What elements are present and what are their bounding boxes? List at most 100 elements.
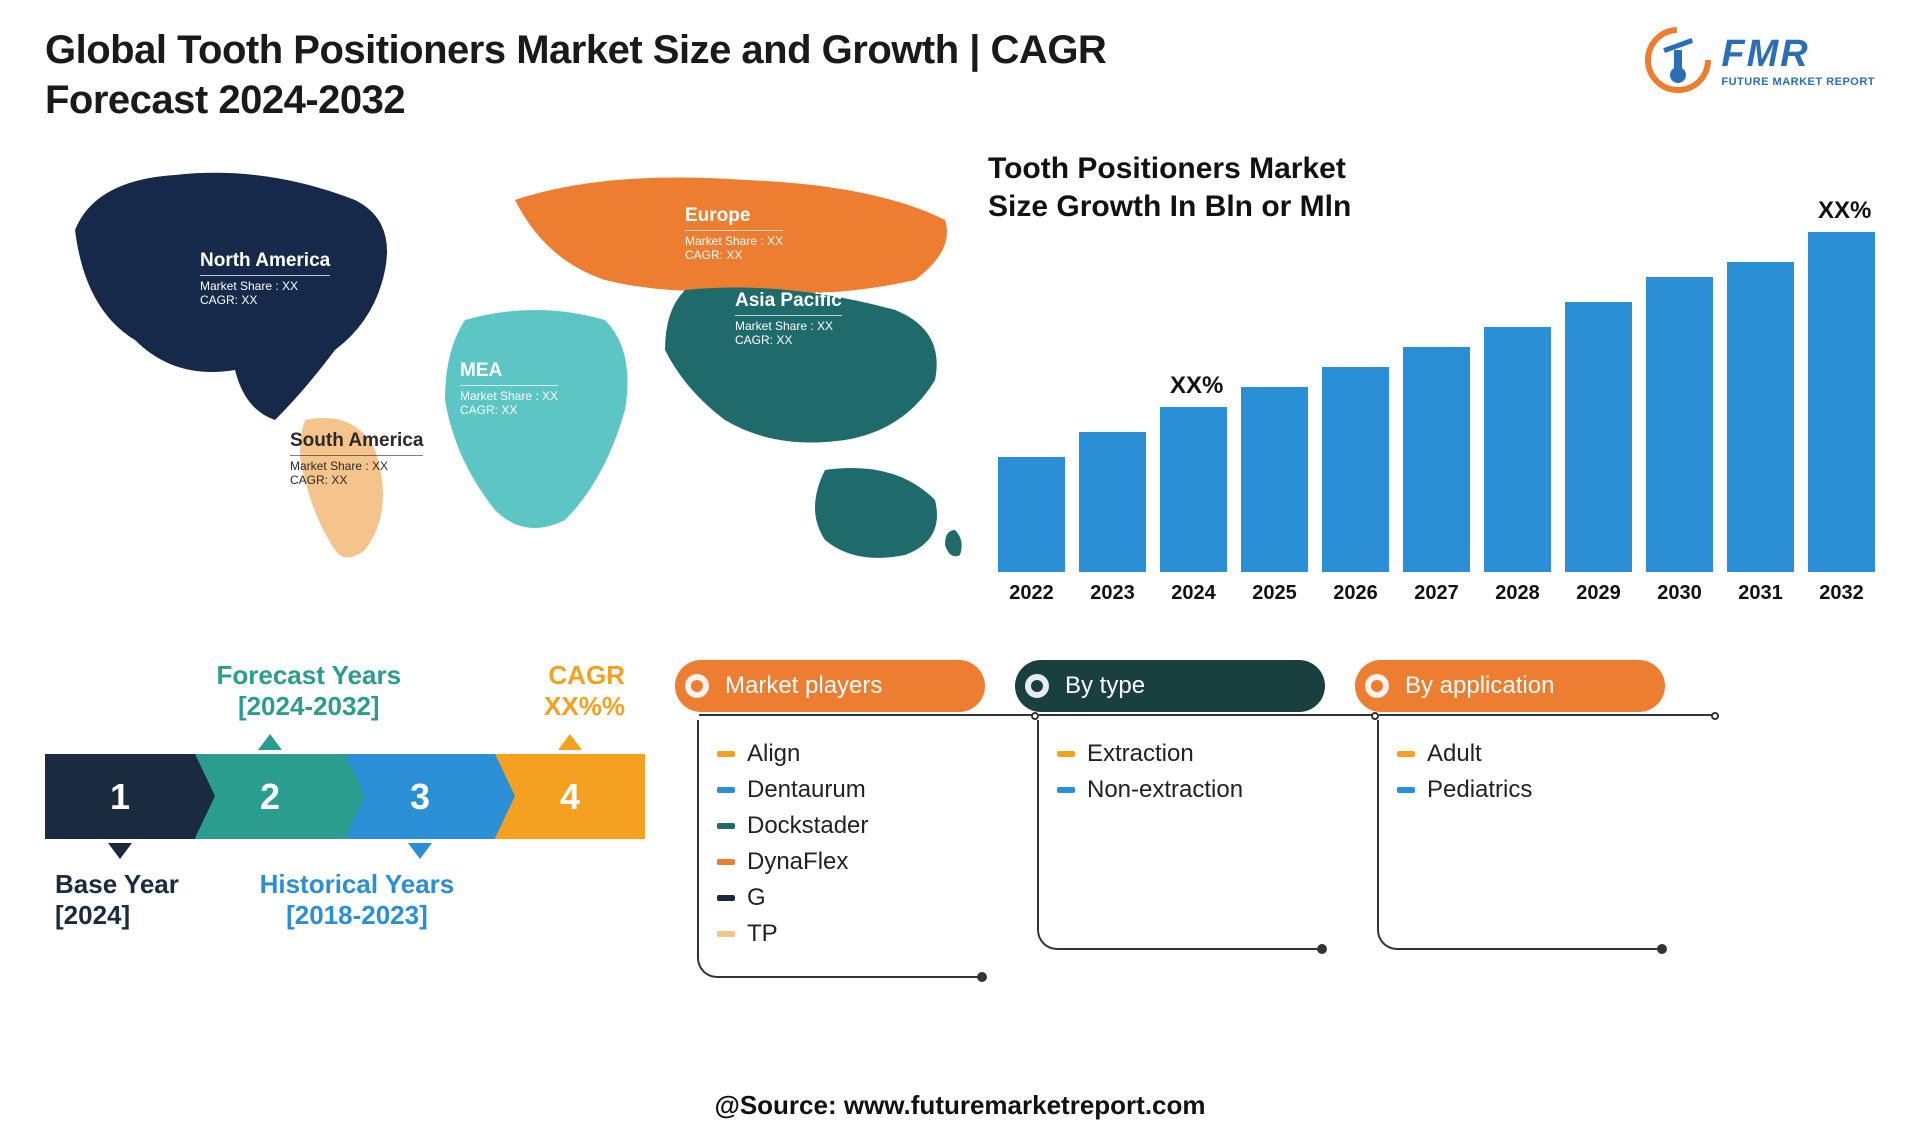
list-item-label: TP [747,920,778,948]
pointer-up-icon [258,734,282,750]
fmr-logo: FMR FUTURE MARKET REPORT [1643,25,1875,95]
page-title: Global Tooth Positioners Market Size and… [45,25,1265,125]
bar-col-2027: 2027 [1403,347,1470,605]
section-pill: By application [1355,660,1665,712]
region-label-mea: MEAMarket Share : XXCAGR: XX [460,360,558,417]
bar-col-2031: 2031 [1727,262,1794,605]
bar [1727,262,1794,572]
list-item: Dockstader [717,812,985,840]
logo-fmr-text: FMR [1721,33,1875,76]
bar-year-label: 2027 [1414,582,1459,605]
historical-label: Historical Years [2018-2023] [260,869,455,931]
section-pill: By type [1015,660,1325,712]
region-label-asia-pacific: Asia PacificMarket Share : XXCAGR: XX [735,290,842,347]
list-item-label: Pediatrics [1427,776,1532,804]
list-item: Align [717,740,985,768]
timeline-segment-3: 3 [345,754,495,839]
bar-col-2032: 2032 [1808,232,1875,605]
section-market-players: Market players Align Dentaurum Dockstader Dy… [675,660,985,978]
bar-col-2030: 2030 [1646,277,1713,605]
bullet-icon [717,787,735,793]
list-item: DynaFlex [717,848,985,876]
list-item: Non-extraction [1057,776,1325,804]
logo-sub-text: FUTURE MARKET REPORT [1721,76,1875,88]
region-label-europe: EuropeMarket Share : XXCAGR: XX [685,205,783,262]
bar-year-label: 2026 [1333,582,1378,605]
list-item-label: G [747,884,766,912]
bar [1322,367,1389,572]
section-bracket: Align Dentaurum Dockstader DynaFlex G TP [697,720,985,978]
timeline-segment-4: 4 [495,754,645,839]
bar [1241,387,1308,572]
bar-chart: 2022 2023 2024 2025 2026 2027 2028 2029 2030 2031… [988,235,1875,605]
bullet-icon [1057,787,1075,793]
bar [1808,232,1875,572]
region-label-north-america: North AmericaMarket Share : XXCAGR: XX [200,250,330,307]
bar-year-label: 2024 [1171,582,1216,605]
timeline-bar: 1234 [45,754,645,839]
list-item: Dentaurum [717,776,985,804]
bar [1160,407,1227,572]
fmr-logo-icon [1643,25,1713,95]
section-by-application: By application Adult Pediatrics [1355,660,1665,978]
bar-col-2023: 2023 [1079,432,1146,605]
bar-col-2025: 2025 [1241,387,1308,605]
world-map: North AmericaMarket Share : XXCAGR: XX So… [45,150,965,570]
bar-col-2022: 2022 [998,457,1065,605]
bullet-icon [1057,751,1075,757]
list-item-label: Align [747,740,800,768]
list-item: TP [717,920,985,948]
timeline-block: Forecast Years [2024-2032] CAGR XX%% 123… [45,660,645,931]
base-year-label: Base Year [2024] [55,869,179,931]
timeline-segment-2: 2 [195,754,345,839]
bullet-icon [717,751,735,757]
bullet-icon [717,823,735,829]
bar-annotation: XX% [1818,197,1871,225]
list-item-label: Dentaurum [747,776,866,804]
list-item-label: Dockstader [747,812,868,840]
list-item: G [717,884,985,912]
bar-year-label: 2029 [1576,582,1621,605]
bar-annotation: XX% [1170,372,1223,400]
list-item-label: Extraction [1087,740,1194,768]
bar [1079,432,1146,572]
bar-year-label: 2028 [1495,582,1540,605]
bar-col-2026: 2026 [1322,367,1389,605]
bar-year-label: 2023 [1090,582,1135,605]
bar-col-2029: 2029 [1565,302,1632,605]
section-bracket: Adult Pediatrics [1377,720,1665,950]
bullet-icon [717,859,735,865]
list-item-label: DynaFlex [747,848,848,876]
list-item: Pediatrics [1397,776,1665,804]
region-label-south-america: South AmericaMarket Share : XXCAGR: XX [290,430,423,487]
bar-year-label: 2030 [1657,582,1702,605]
bar [1403,347,1470,572]
section-bracket: Extraction Non-extraction [1037,720,1325,950]
bar-col-2024: 2024 [1160,407,1227,605]
timeline-segment-1: 1 [45,754,195,839]
list-item-label: Adult [1427,740,1482,768]
list-item-label: Non-extraction [1087,776,1243,804]
section-pill: Market players [675,660,985,712]
bar-year-label: 2031 [1738,582,1783,605]
bar [998,457,1065,572]
source-text: @Source: www.futuremarketreport.com [0,1090,1920,1121]
pointer-down-icon [108,843,132,859]
list-item: Adult [1397,740,1665,768]
bar-year-label: 2025 [1252,582,1297,605]
bar [1646,277,1713,572]
bar [1484,327,1551,572]
bullet-icon [1397,751,1415,757]
pointer-down-icon [408,843,432,859]
bar-year-label: 2022 [1009,582,1054,605]
chart-title: Tooth Positioners Market Size Growth In … [988,150,1408,225]
list-item: Extraction [1057,740,1325,768]
bar-col-2028: 2028 [1484,327,1551,605]
section-by-type: By type Extraction Non-extraction [1015,660,1325,978]
forecast-label: Forecast Years [2024-2032] [217,660,402,722]
bullet-icon [717,895,735,901]
bar-year-label: 2032 [1819,582,1864,605]
bullet-icon [717,931,735,937]
pointer-up-icon [558,734,582,750]
cagr-label: CAGR XX%% [544,660,625,722]
